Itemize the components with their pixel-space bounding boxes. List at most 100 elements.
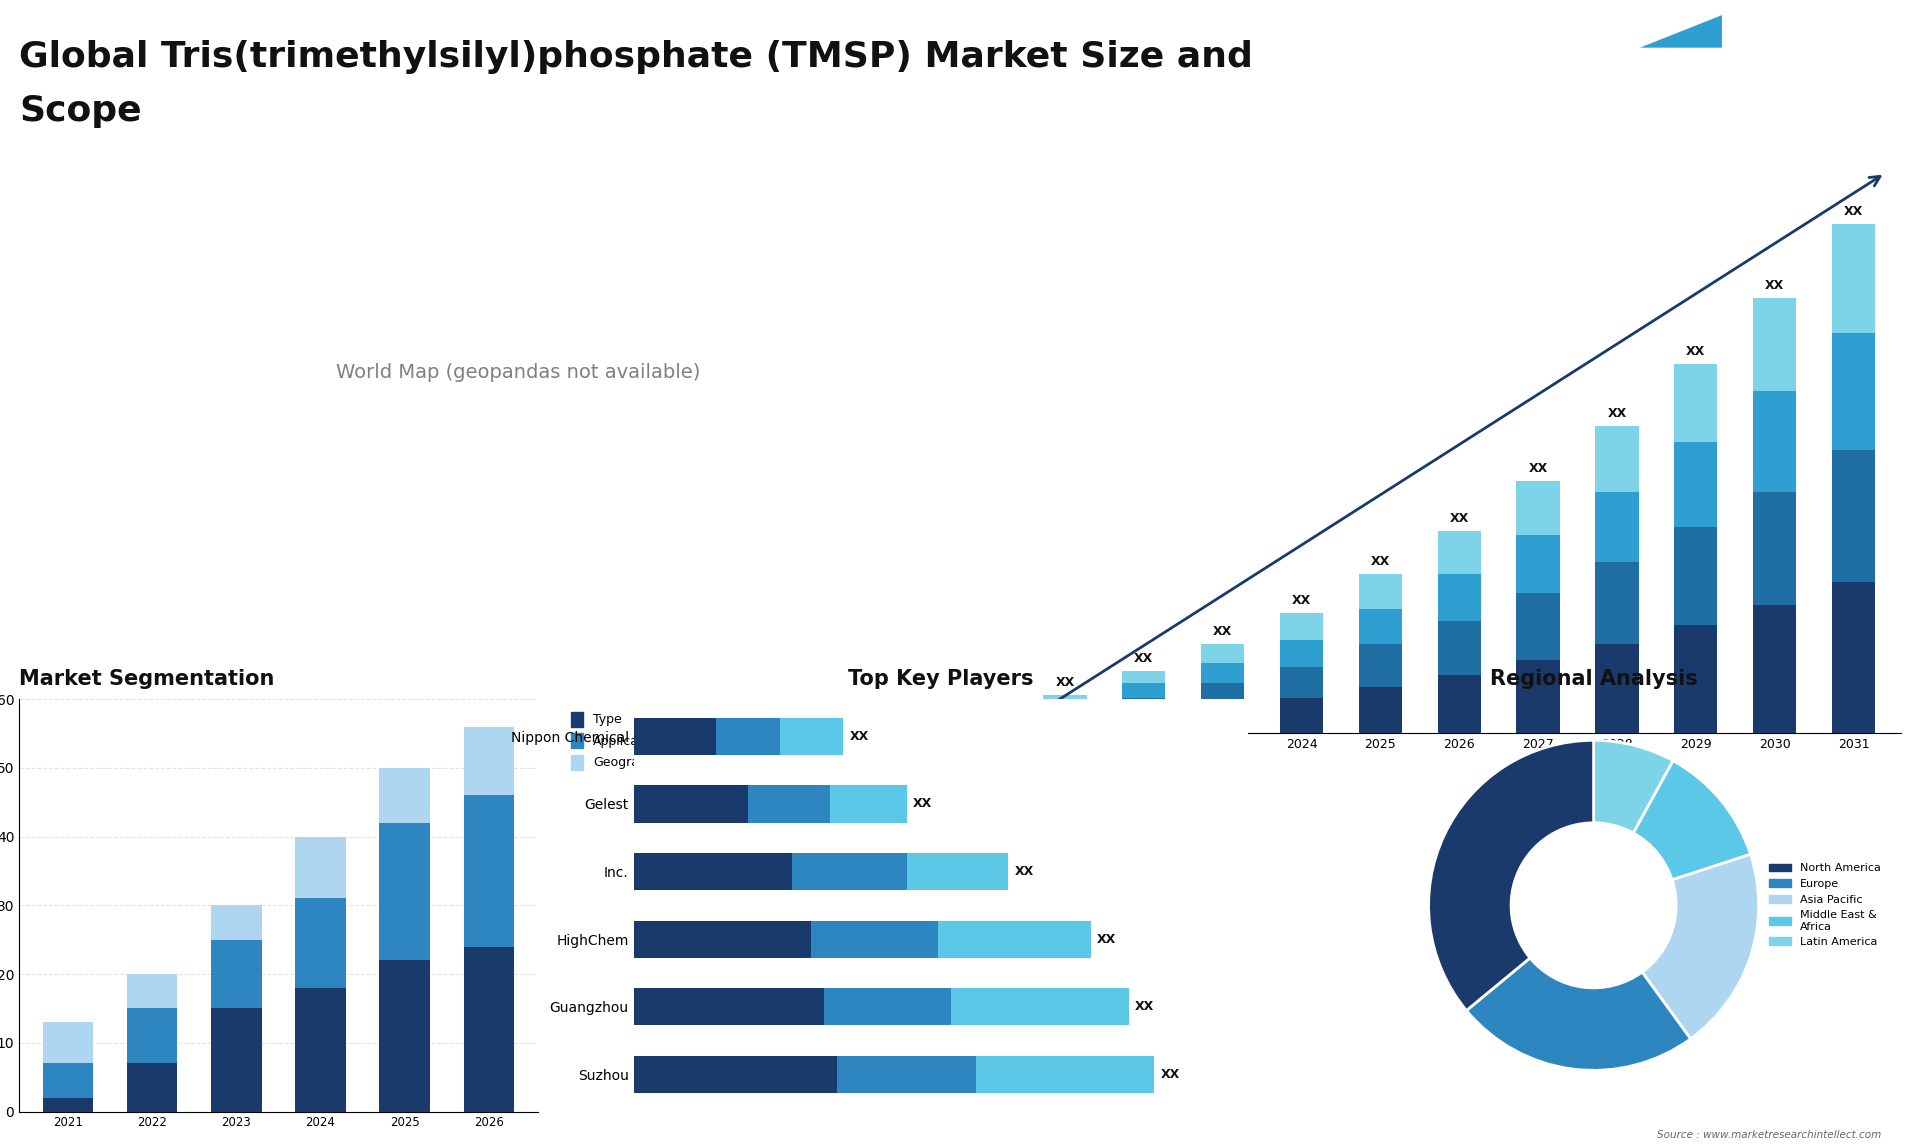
Bar: [127, 974, 177, 1008]
Text: XX: XX: [1450, 512, 1469, 525]
Bar: [1043, 694, 1087, 702]
Bar: [1200, 706, 1244, 733]
Bar: [1043, 702, 1087, 711]
Bar: [1121, 714, 1165, 733]
Bar: [634, 920, 812, 958]
Bar: [211, 1008, 261, 1112]
Bar: [1359, 686, 1402, 733]
Bar: [1832, 582, 1876, 733]
Text: XX: XX: [1135, 652, 1154, 666]
Bar: [634, 717, 716, 755]
Text: World Map (geopandas not available): World Map (geopandas not available): [336, 363, 701, 382]
Text: XX: XX: [914, 798, 933, 810]
Bar: [1596, 426, 1638, 493]
Text: XX: XX: [1607, 408, 1626, 421]
Bar: [296, 988, 346, 1112]
Bar: [906, 853, 1008, 890]
Bar: [716, 717, 780, 755]
Bar: [1753, 298, 1797, 391]
Bar: [634, 853, 793, 890]
Text: Scope: Scope: [19, 94, 142, 128]
Text: XX: XX: [1371, 555, 1390, 568]
Bar: [1832, 333, 1876, 449]
Bar: [1596, 644, 1638, 733]
Bar: [211, 940, 261, 1008]
Bar: [1753, 391, 1797, 493]
Bar: [1043, 711, 1087, 722]
Bar: [1043, 722, 1087, 733]
Bar: [1674, 364, 1718, 442]
Bar: [1438, 574, 1480, 621]
Bar: [939, 920, 1091, 958]
Bar: [1359, 644, 1402, 686]
Bar: [380, 768, 430, 823]
Text: XX: XX: [849, 730, 868, 743]
Bar: [1832, 225, 1876, 333]
Text: XX: XX: [1213, 626, 1233, 638]
Bar: [42, 1098, 94, 1112]
Bar: [1281, 613, 1323, 641]
Bar: [634, 988, 824, 1026]
Title: Top Key Players: Top Key Players: [849, 669, 1033, 689]
Text: Market Segmentation: Market Segmentation: [19, 669, 275, 689]
Legend: North America, Europe, Asia Pacific, Middle East &
Africa, Latin America: North America, Europe, Asia Pacific, Mid…: [1764, 860, 1885, 951]
Bar: [1200, 644, 1244, 664]
Bar: [634, 1055, 837, 1093]
Bar: [463, 947, 515, 1112]
Bar: [463, 727, 515, 795]
Bar: [780, 717, 843, 755]
Bar: [1753, 605, 1797, 733]
Bar: [1438, 621, 1480, 675]
Bar: [1517, 535, 1559, 594]
Text: XX: XX: [1686, 345, 1705, 359]
Bar: [1753, 493, 1797, 605]
Bar: [1674, 625, 1718, 733]
Bar: [127, 1063, 177, 1112]
Bar: [634, 785, 749, 823]
Bar: [793, 853, 906, 890]
Text: XX: XX: [1056, 676, 1075, 689]
Wedge shape: [1634, 761, 1751, 880]
Bar: [296, 837, 346, 898]
Text: XX: XX: [1160, 1068, 1181, 1081]
Text: XX: XX: [1528, 462, 1548, 474]
Bar: [1438, 532, 1480, 574]
Bar: [1200, 683, 1244, 706]
Bar: [1281, 667, 1323, 698]
Bar: [42, 1022, 94, 1063]
Bar: [1121, 683, 1165, 698]
Bar: [977, 1055, 1154, 1093]
Text: XX: XX: [1135, 1000, 1154, 1013]
Text: XX: XX: [1843, 205, 1862, 218]
Bar: [824, 988, 950, 1026]
Text: MARKET
RESEARCH
INTELLECT: MARKET RESEARCH INTELLECT: [1768, 61, 1822, 94]
Bar: [1281, 641, 1323, 667]
Bar: [1517, 594, 1559, 660]
Bar: [1121, 698, 1165, 714]
Bar: [380, 960, 430, 1112]
Bar: [831, 785, 906, 823]
Bar: [1281, 698, 1323, 733]
Text: XX: XX: [1292, 594, 1311, 607]
Text: XX: XX: [1014, 865, 1033, 878]
Bar: [1517, 660, 1559, 733]
Bar: [1359, 609, 1402, 644]
Bar: [950, 988, 1129, 1026]
Bar: [1596, 563, 1638, 644]
Bar: [127, 1008, 177, 1063]
Polygon shape: [1636, 14, 1722, 48]
Bar: [296, 898, 346, 988]
Wedge shape: [1428, 740, 1594, 1011]
Bar: [1596, 493, 1638, 563]
Bar: [1200, 664, 1244, 683]
Text: XX: XX: [1764, 280, 1784, 292]
Bar: [1438, 675, 1480, 733]
Wedge shape: [1594, 740, 1672, 833]
Bar: [42, 1063, 94, 1098]
Bar: [749, 785, 831, 823]
Title: Regional Analysis: Regional Analysis: [1490, 669, 1697, 689]
Text: Global Tris(trimethylsilyl)phosphate (TMSP) Market Size and: Global Tris(trimethylsilyl)phosphate (TM…: [19, 40, 1254, 74]
Text: XX: XX: [1096, 933, 1116, 945]
Bar: [463, 795, 515, 947]
Bar: [1121, 672, 1165, 683]
